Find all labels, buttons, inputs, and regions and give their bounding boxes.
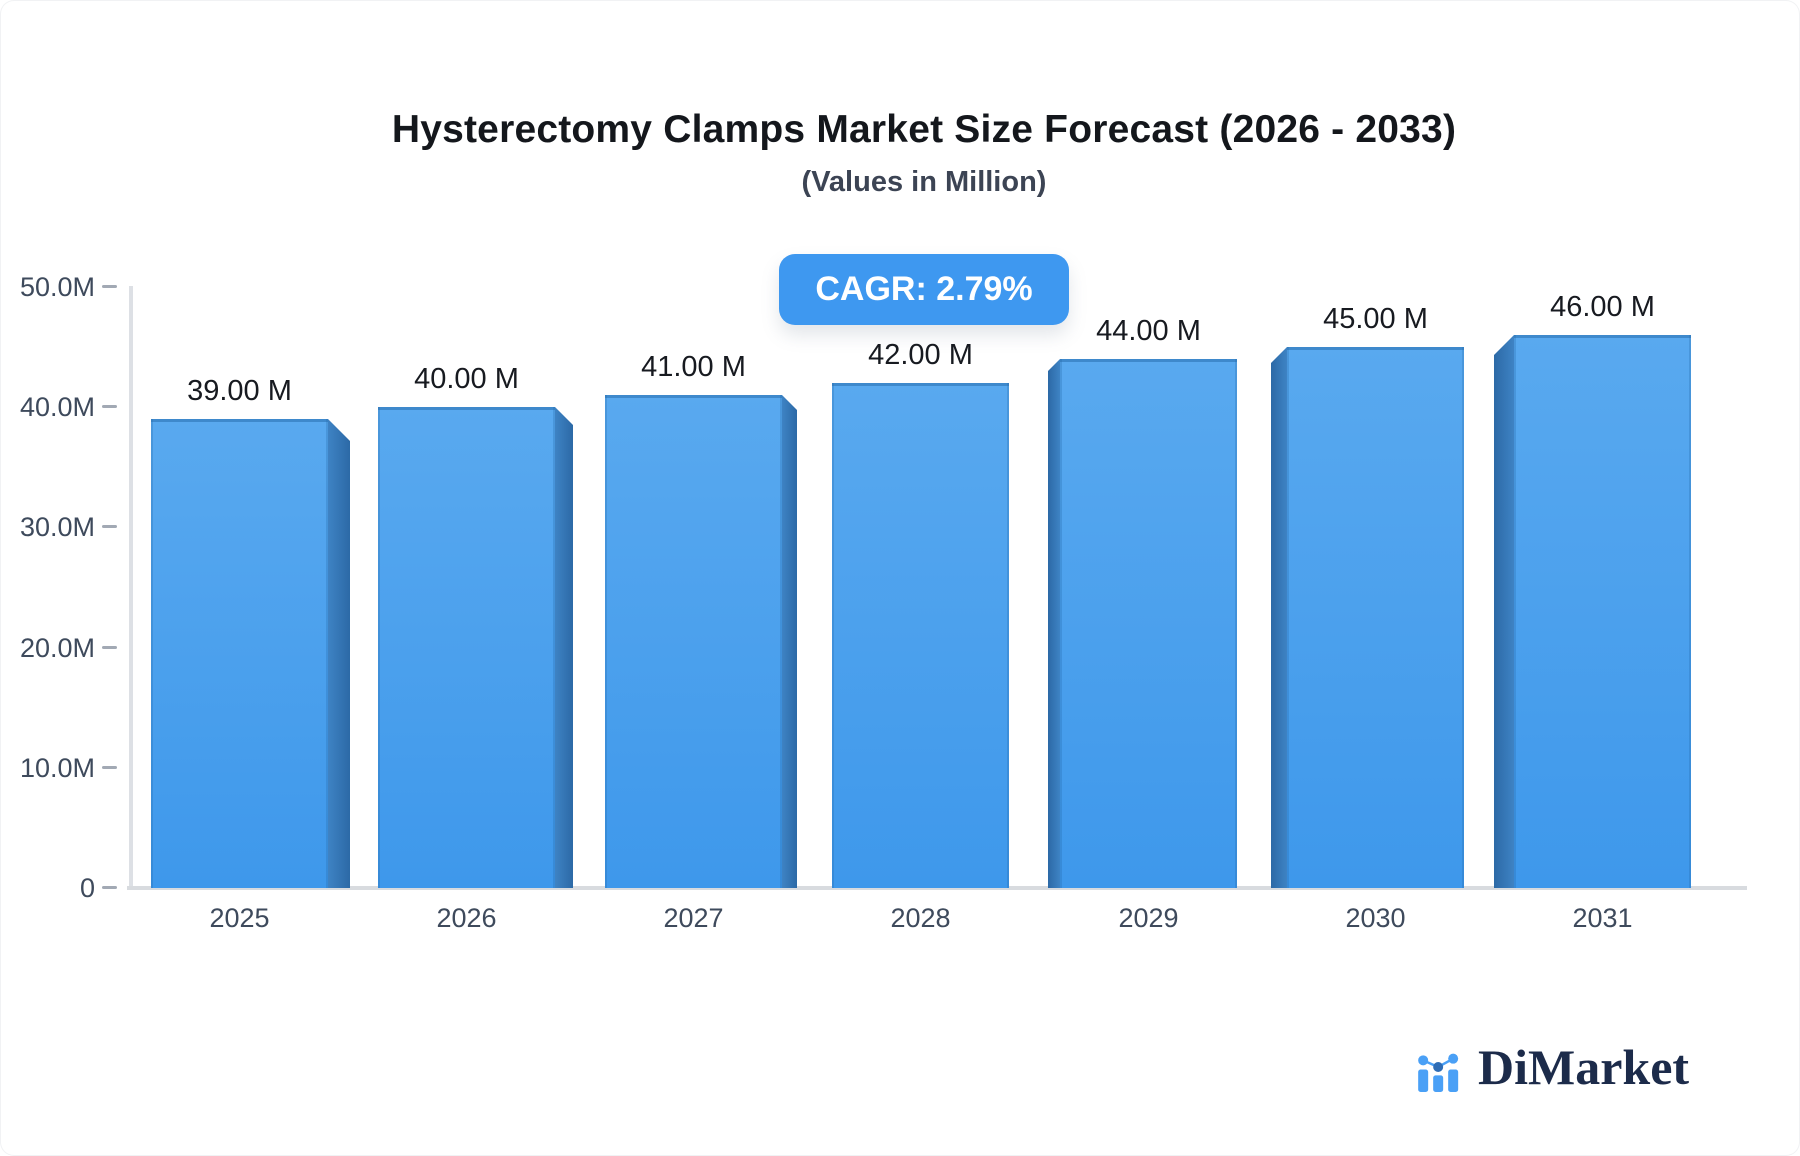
chart-subtitle: (Values in Million) bbox=[801, 166, 1047, 198]
y-axis-tick bbox=[102, 645, 117, 649]
y-axis-label: 0 bbox=[79, 873, 95, 903]
y-axis-label: 40.0M bbox=[19, 392, 95, 423]
y-axis-label: 30.0M bbox=[19, 512, 95, 543]
bar-value-label: 39.00 M bbox=[187, 375, 292, 407]
bar-2029[interactable] bbox=[1060, 359, 1237, 888]
bar-value-label: 42.00 M bbox=[868, 339, 973, 371]
y-axis-label: 50.0M bbox=[19, 272, 95, 302]
bar-value-label: 44.00 M bbox=[1096, 315, 1201, 347]
bar-value-label: 45.00 M bbox=[1323, 303, 1428, 335]
bar-side-face-2027 bbox=[782, 395, 797, 888]
logo-bar-2 bbox=[1433, 1075, 1444, 1092]
x-axis-label: 2027 bbox=[663, 903, 724, 933]
y-axis-label: 20.0M bbox=[19, 632, 95, 663]
logo-bar-1 bbox=[1418, 1069, 1429, 1092]
logo-dot-middle bbox=[1433, 1062, 1444, 1072]
y-axis-label: 10.0M bbox=[19, 752, 95, 783]
y-axis-tick bbox=[102, 525, 117, 529]
dimarket-logo[interactable]: DiMarket bbox=[1414, 1042, 1689, 1092]
bar-chart-logo-icon bbox=[1418, 1053, 1459, 1092]
logo-text: DiMarket bbox=[1478, 1039, 1690, 1095]
cagr-badge-row: CAGR: 2.79% bbox=[130, 254, 1718, 325]
bar-2026[interactable] bbox=[378, 407, 555, 888]
bar-side-face-2025 bbox=[328, 419, 350, 888]
bar-2028[interactable] bbox=[832, 383, 1009, 888]
logo-bar-3 bbox=[1448, 1069, 1459, 1092]
x-axis-label: 2026 bbox=[436, 903, 497, 933]
bar-2031[interactable] bbox=[1514, 335, 1691, 888]
y-axis-tick bbox=[102, 886, 117, 889]
bar-value-label: 46.00 M bbox=[1550, 291, 1655, 323]
bar-2030[interactable] bbox=[1287, 347, 1464, 888]
bar-side-face-2031 bbox=[1494, 335, 1514, 888]
x-axis-label: 2030 bbox=[1345, 903, 1406, 933]
bar-2027[interactable] bbox=[605, 395, 782, 888]
bar-side-face-2026 bbox=[555, 407, 573, 888]
x-axis-label: 2029 bbox=[1118, 903, 1179, 933]
bar-value-label: 40.00 M bbox=[414, 363, 519, 395]
x-axis-label: 2031 bbox=[1572, 903, 1633, 933]
chart-title: Hysterectomy Clamps Market Size Forecast… bbox=[391, 108, 1457, 151]
y-axis-tick bbox=[102, 765, 117, 769]
bar-side-face-2029 bbox=[1048, 359, 1060, 888]
bar-side-face-2030 bbox=[1271, 347, 1287, 888]
logo-dot-left bbox=[1418, 1055, 1429, 1066]
x-axis-label: 2025 bbox=[209, 903, 270, 933]
logo-dot-right bbox=[1448, 1053, 1459, 1064]
bar-2025[interactable] bbox=[151, 419, 328, 888]
bar-value-label: 41.00 M bbox=[641, 351, 746, 383]
y-axis-tick bbox=[102, 405, 117, 409]
y-axis-tick bbox=[102, 285, 117, 288]
cagr-badge: CAGR: 2.79% bbox=[779, 254, 1069, 325]
x-axis-line bbox=[127, 886, 1747, 890]
y-axis-line bbox=[129, 286, 133, 888]
x-axis-label: 2028 bbox=[890, 903, 951, 933]
